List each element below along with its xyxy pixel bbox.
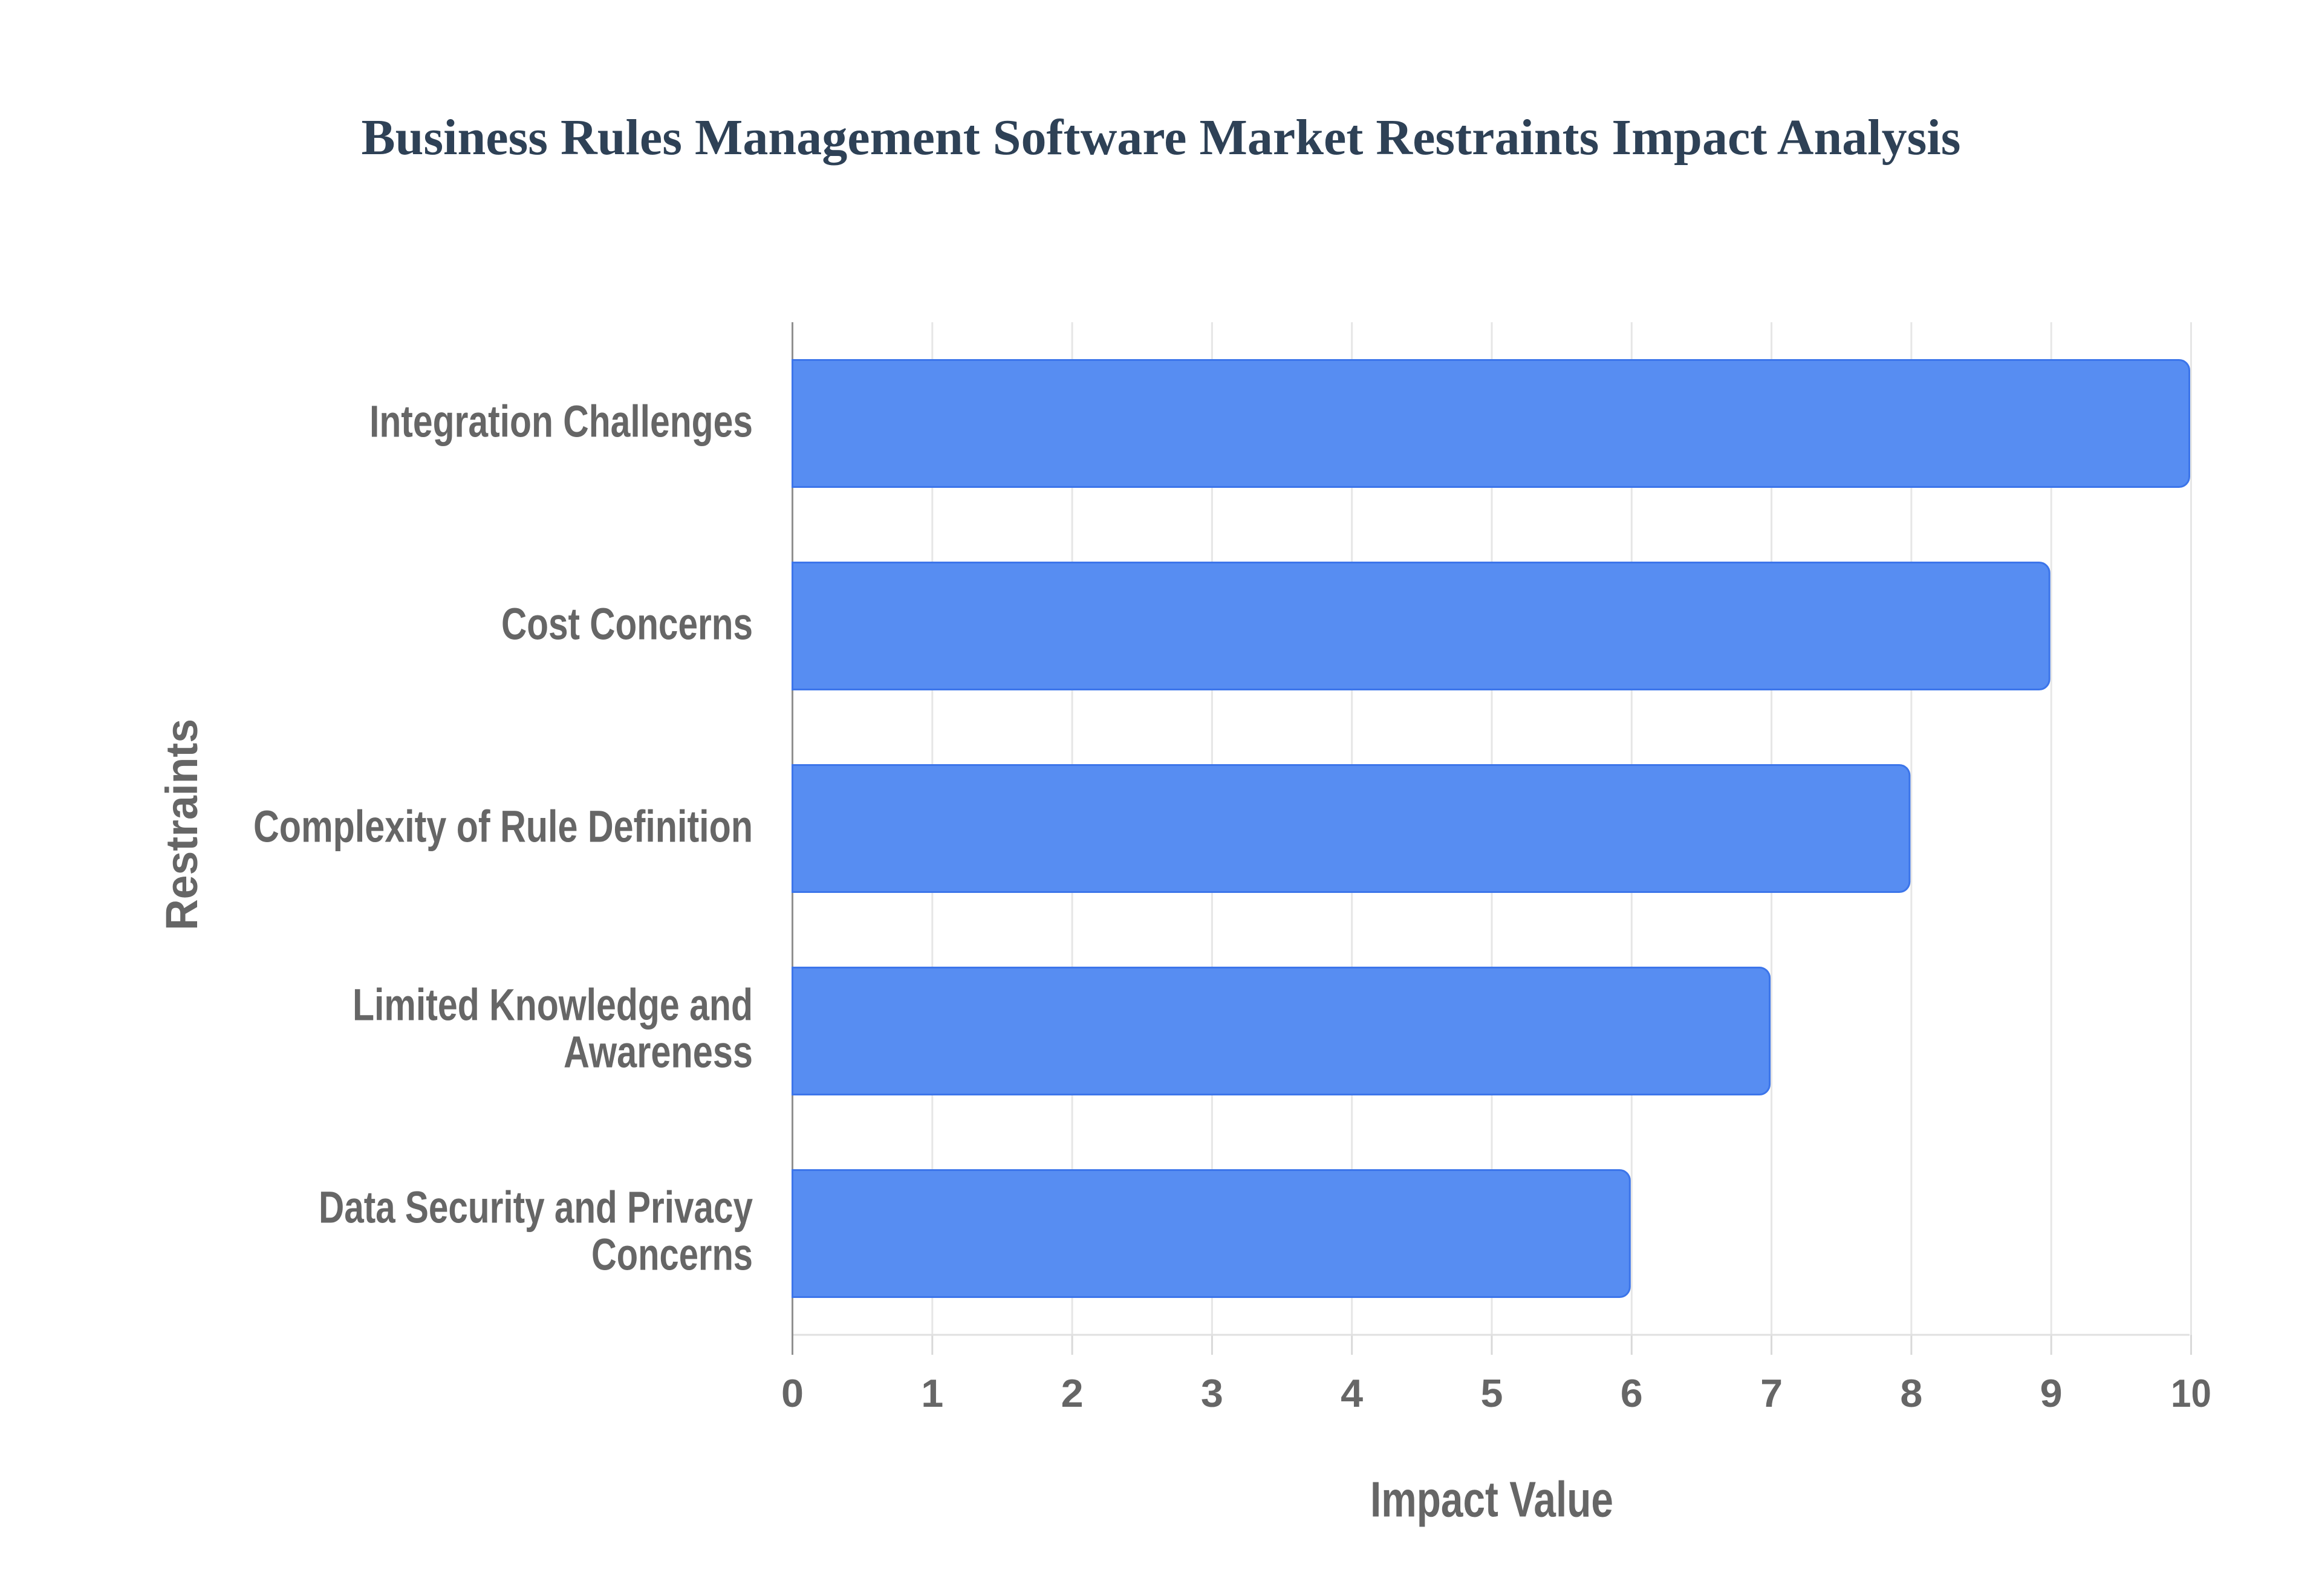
svg-text:Complexity of Rule Definition: Complexity of Rule Definition — [253, 802, 753, 852]
svg-text:Data Security and Privacy: Data Security and Privacy — [319, 1182, 753, 1233]
svg-text:0: 0 — [781, 1371, 804, 1415]
svg-text:8: 8 — [1900, 1371, 1922, 1415]
svg-text:Awareness: Awareness — [564, 1027, 753, 1077]
svg-text:5: 5 — [1481, 1371, 1503, 1415]
svg-text:1: 1 — [921, 1371, 943, 1415]
svg-text:Impact Value: Impact Value — [1370, 1471, 1613, 1528]
svg-text:Cost Concerns: Cost Concerns — [501, 599, 753, 649]
svg-text:2: 2 — [1061, 1371, 1084, 1415]
svg-text:Concerns: Concerns — [591, 1230, 753, 1280]
svg-text:Integration Challenges: Integration Challenges — [369, 397, 753, 447]
svg-text:10: 10 — [2171, 1371, 2211, 1415]
svg-text:7: 7 — [1760, 1371, 1783, 1415]
svg-text:6: 6 — [1621, 1371, 1643, 1415]
svg-text:3: 3 — [1201, 1371, 1223, 1415]
svg-text:Restraints: Restraints — [157, 719, 207, 930]
svg-text:Business Rules Management Soft: Business Rules Management Software Marke… — [362, 109, 1961, 166]
svg-text:9: 9 — [2040, 1371, 2063, 1415]
svg-text:4: 4 — [1341, 1371, 1363, 1415]
svg-text:Limited Knowledge and: Limited Knowledge and — [353, 980, 753, 1030]
